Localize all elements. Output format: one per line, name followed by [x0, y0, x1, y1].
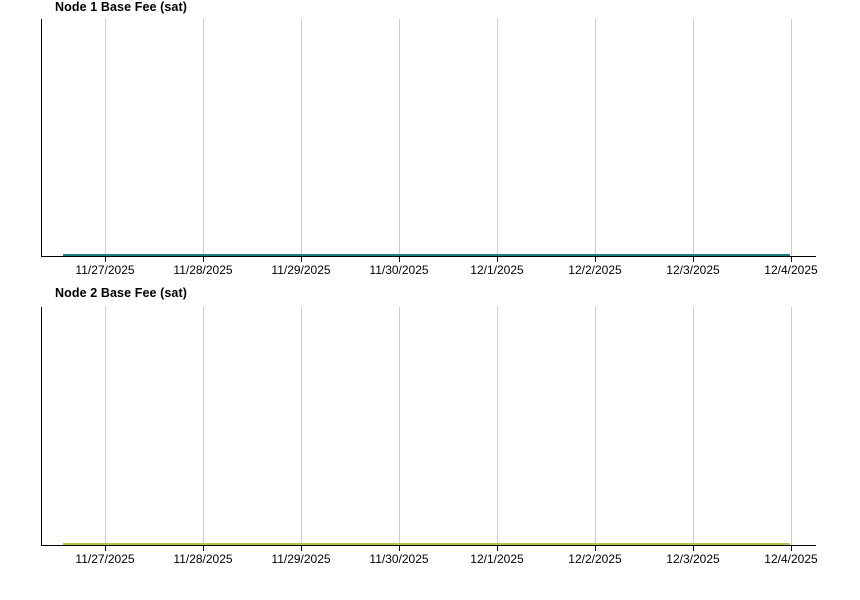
data-series-node-1: [63, 254, 790, 256]
x-tick-label: 11/27/2025: [75, 552, 135, 566]
gridline: [595, 19, 596, 256]
x-axis-line: [41, 545, 816, 546]
gridline: [105, 19, 106, 256]
x-tick-label: 12/3/2025: [666, 263, 720, 277]
x-tick: [105, 546, 106, 551]
chart-title-node-2: Node 2 Base Fee (sat): [55, 286, 188, 300]
data-series-node-2: [63, 543, 790, 545]
gridline: [399, 307, 400, 545]
x-tick: [497, 546, 498, 551]
x-tick-label: 11/28/2025: [173, 552, 233, 566]
plot-area-node-1: [41, 19, 815, 256]
x-tick-label: 12/1/2025: [470, 263, 524, 277]
gridline: [105, 307, 106, 545]
x-tick: [203, 546, 204, 551]
x-tick: [595, 546, 596, 551]
gridline: [399, 19, 400, 256]
x-tick-label: 12/4/2025: [764, 263, 818, 277]
x-tick: [693, 546, 694, 551]
plot-area-node-2: [41, 307, 815, 545]
x-tick-label: 12/4/2025: [764, 552, 818, 566]
gridline: [301, 307, 302, 545]
gridline: [595, 307, 596, 545]
x-axis-line: [41, 256, 816, 257]
x-tick-label: 12/2/2025: [568, 552, 622, 566]
y-axis-line: [41, 19, 42, 257]
x-tick: [595, 257, 596, 262]
chart-panel-node-1: Node 1 Base Fee (sat) 11/27/2025 11/28/2…: [0, 0, 860, 285]
x-tick: [399, 546, 400, 551]
x-tick-label: 12/1/2025: [470, 552, 524, 566]
gridline: [497, 19, 498, 256]
x-tick-label: 11/30/2025: [369, 552, 429, 566]
gridline: [301, 19, 302, 256]
gridline: [693, 19, 694, 256]
x-tick-label: 11/30/2025: [369, 263, 429, 277]
x-tick: [301, 257, 302, 262]
x-tick: [497, 257, 498, 262]
x-tick: [105, 257, 106, 262]
x-tick-label: 12/3/2025: [666, 552, 720, 566]
x-tick: [693, 257, 694, 262]
chart-title-node-1: Node 1 Base Fee (sat): [55, 0, 188, 14]
x-tick-label: 11/27/2025: [75, 263, 135, 277]
gridline: [203, 307, 204, 545]
x-tick-label: 12/2/2025: [568, 263, 622, 277]
gridline: [203, 19, 204, 256]
x-tick: [399, 257, 400, 262]
x-tick-label: 11/29/2025: [271, 263, 331, 277]
x-tick-label: 11/28/2025: [173, 263, 233, 277]
gridline: [693, 307, 694, 545]
chart-panel-node-2: Node 2 Base Fee (sat) 11/27/2025 11/28/2…: [0, 286, 860, 600]
x-tick-label: 11/29/2025: [271, 552, 331, 566]
gridline: [497, 307, 498, 545]
x-tick: [203, 257, 204, 262]
x-tick: [301, 546, 302, 551]
gridline: [791, 19, 792, 256]
x-tick: [791, 257, 792, 262]
x-tick: [791, 546, 792, 551]
y-axis-line: [41, 307, 42, 546]
gridline: [791, 307, 792, 545]
